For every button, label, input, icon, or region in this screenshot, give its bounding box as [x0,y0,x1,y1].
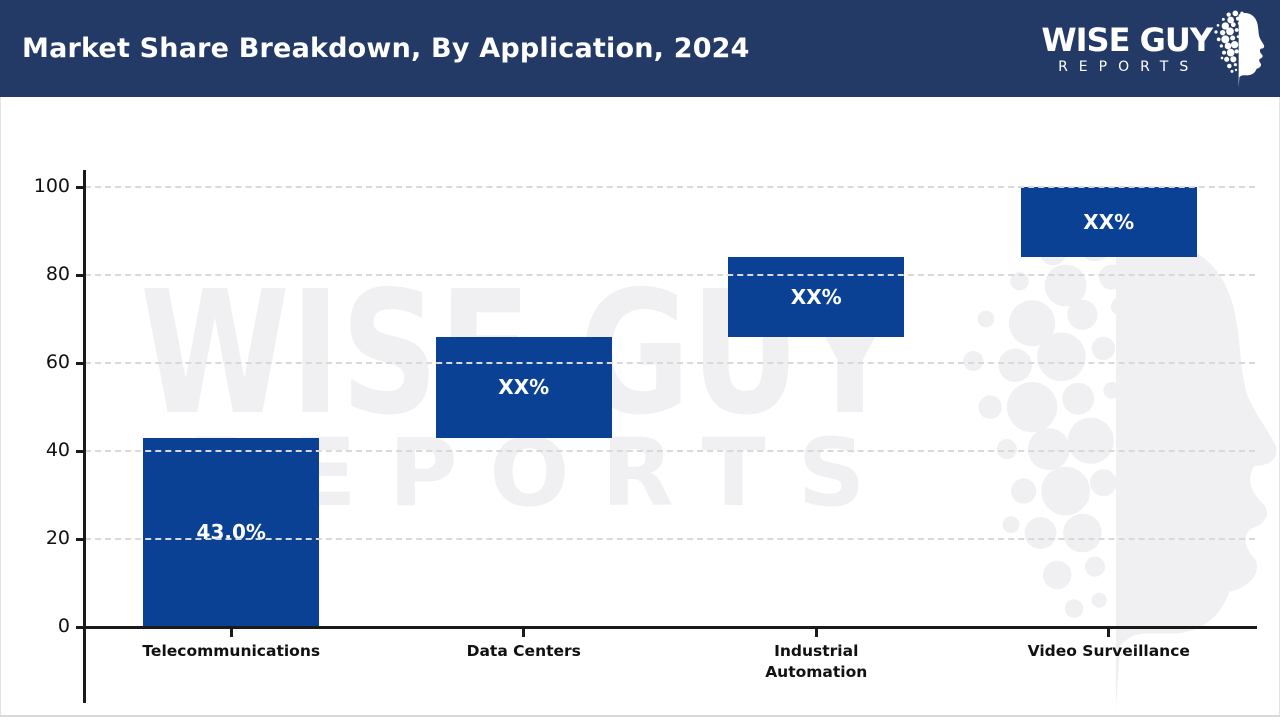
x-category-label: Telecommunications [142,642,321,660]
left-border [0,97,1,717]
x-tick-mark [1107,629,1111,637]
x-tick-mark [814,629,818,637]
bar-segment: XX% [435,336,612,438]
y-tick-label: 40 [45,439,70,461]
bar-value-label: XX% [1083,210,1135,235]
wise-guy-reports-logo: WISE GUY REPORTS [1041,10,1266,88]
x-category-label: Data Centers [466,642,581,660]
x-category-label: Industrial Automation [765,642,868,681]
x-tick-mark [522,629,526,637]
watermark-face-icon [963,225,1277,710]
gridline [85,450,1255,452]
dotted-face-icon [1214,10,1265,87]
chart-area: WISE GUY REPORTS 43.0% XX% XX% XX% 0 20 40 60 80… [0,97,1280,720]
page-title: Market Share Breakdown, By Application, … [22,33,750,64]
logo-wordmark: WISE GUY REPORTS [1041,20,1213,75]
bottom-border [0,715,1280,717]
y-tick-mark [76,449,85,453]
y-tick-label: 0 [57,615,70,637]
logo-line2: REPORTS [1058,58,1200,75]
y-axis-line [83,170,86,703]
bar-segment: 43.0% [143,437,320,627]
y-tick-mark [76,185,85,189]
gridline [85,362,1255,364]
y-tick-label: 100 [33,175,70,197]
y-tick-label: 60 [45,351,70,373]
header-bar: Market Share Breakdown, By Application, … [0,0,1280,97]
x-tick-mark [229,629,233,637]
bar-value-label: XX% [790,284,842,309]
x-category-label: Video Surveillance [1027,642,1190,660]
bar-segment: XX% [728,257,905,337]
bar-segment: XX% [1020,187,1197,258]
y-tick-mark [76,537,85,541]
bar-value-label: 43.0% [196,520,266,545]
logo-line1: WISE GUY [1041,20,1213,59]
y-tick-mark [76,273,85,277]
y-tick-label: 20 [45,527,70,549]
bar-value-label: XX% [498,375,550,400]
gridline [85,186,1255,188]
x-axis-line [83,626,1257,629]
gridline [85,274,1255,276]
y-tick-label: 80 [45,263,70,285]
y-tick-mark [76,625,85,629]
gridline [85,538,1255,540]
y-tick-mark [76,361,85,365]
